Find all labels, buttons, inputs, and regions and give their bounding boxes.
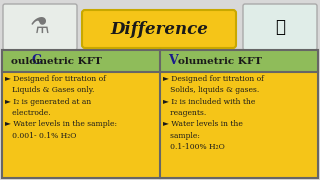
Text: ⚗: ⚗	[30, 17, 50, 37]
Text: ► Designed for titration of
   Solids, liquids & gases.
► I₂ is included with th: ► Designed for titration of Solids, liqu…	[163, 75, 264, 151]
FancyBboxPatch shape	[82, 10, 236, 48]
Bar	[2, 50, 318, 178]
Bar	[2, 50, 318, 72]
Text: Difference: Difference	[110, 21, 208, 37]
Text: oulometric KFT: oulometric KFT	[11, 57, 101, 66]
FancyBboxPatch shape	[3, 4, 77, 50]
Text: C: C	[31, 55, 41, 68]
Text: 💻: 💻	[275, 18, 285, 36]
Text: V: V	[168, 55, 178, 68]
Bar	[0, 0, 320, 52]
FancyBboxPatch shape	[243, 4, 317, 50]
Text: olumetric KFT: olumetric KFT	[178, 57, 262, 66]
Text: ► Designed for titration of
   Liquids & Gases only.
► I₂ is generated at an
   : ► Designed for titration of Liquids & Ga…	[5, 75, 117, 140]
